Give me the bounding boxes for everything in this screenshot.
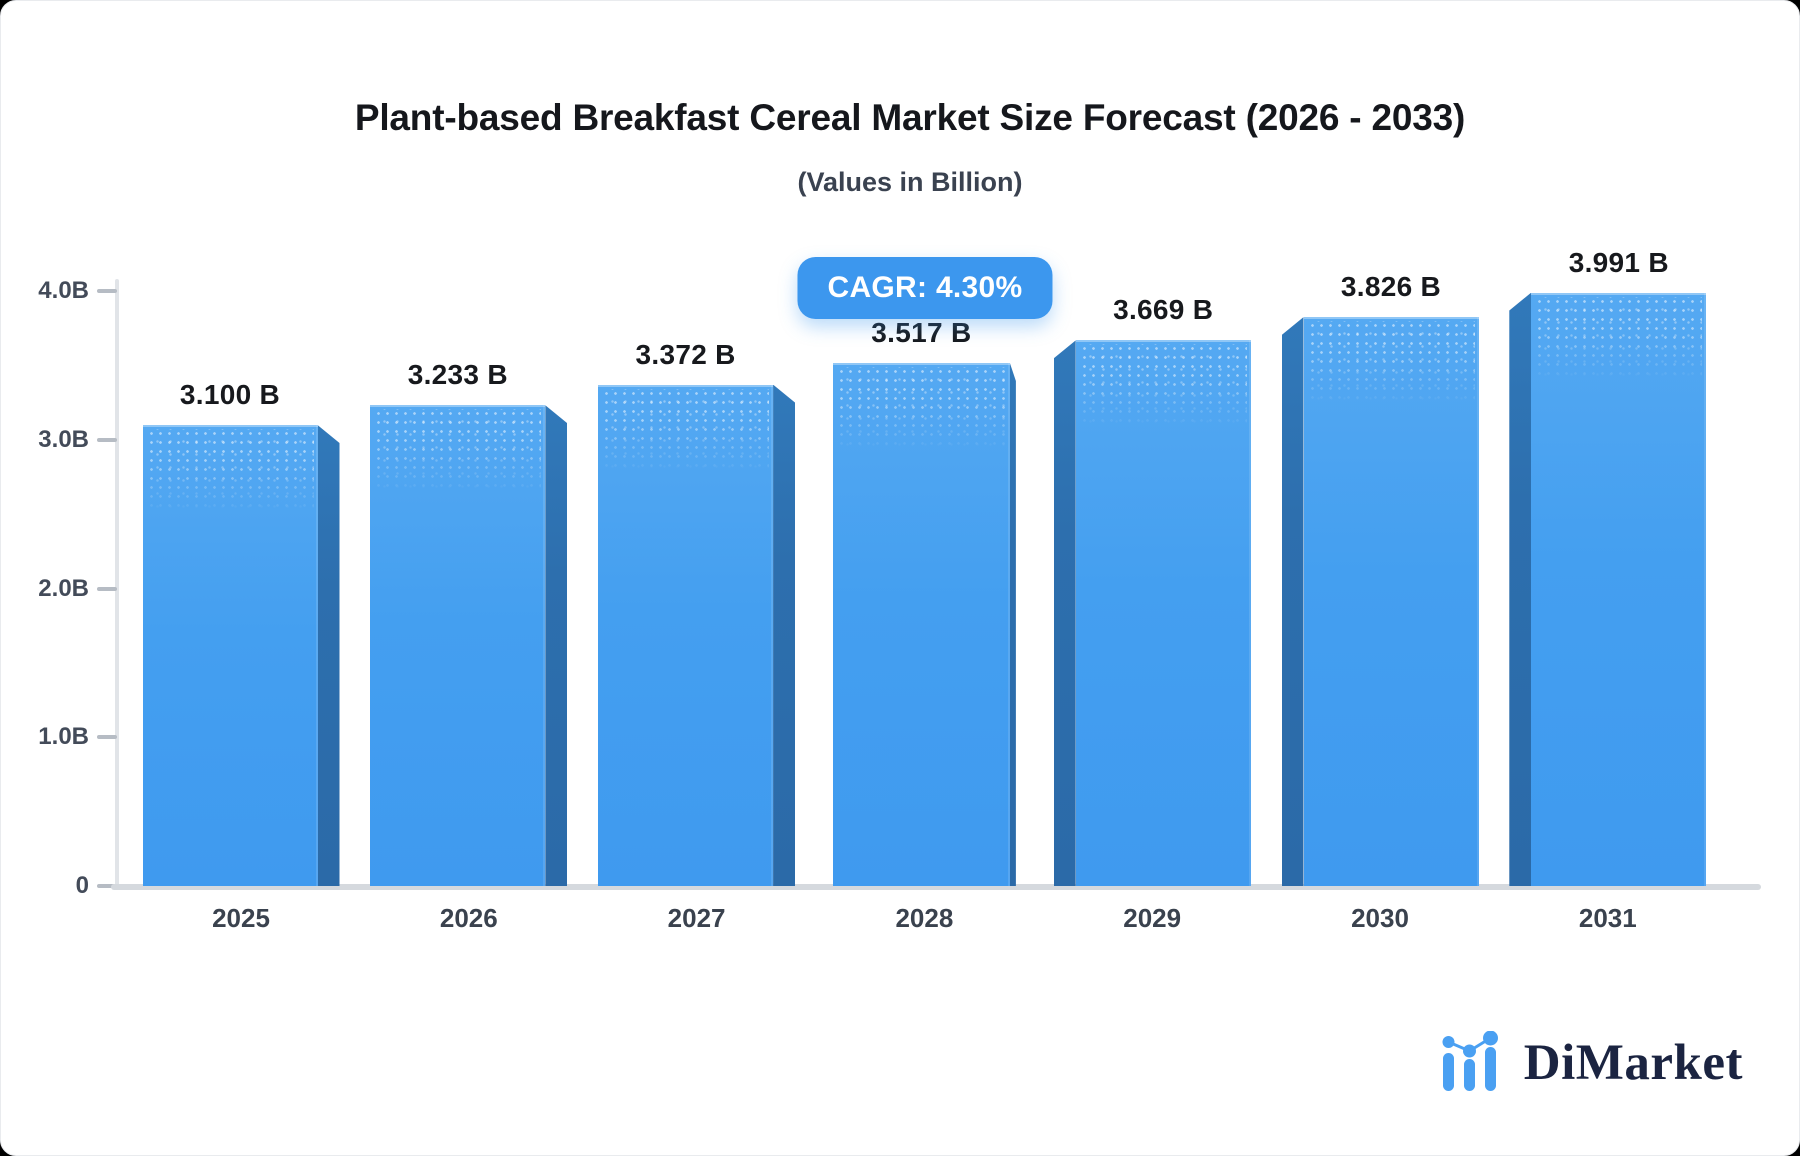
dimarket-logo-icon	[1442, 1031, 1498, 1091]
bar-2030[interactable]	[1303, 317, 1479, 886]
x-axis-label-2029: 2029	[1123, 903, 1182, 933]
y-axis-tick-mark	[97, 289, 117, 294]
bar-2029[interactable]	[1075, 340, 1251, 886]
bar-3d-side-2031	[1509, 292, 1532, 886]
chart-title: Plant-based Breakfast Cereal Market Size…	[354, 97, 1466, 138]
bar-value-label-2030: 3.826 B	[1340, 271, 1442, 303]
bar-3d-side-2026	[545, 405, 568, 886]
bar-2027[interactable]	[598, 384, 774, 886]
x-axis-label-2025: 2025	[212, 903, 270, 933]
bar-2026[interactable]	[370, 405, 546, 886]
bar-texture	[146, 429, 314, 515]
bar-3d-side-2028	[1009, 363, 1016, 886]
cagr-badge: CAGR: 4.30%	[797, 257, 1053, 319]
y-axis-tick-mark	[97, 884, 117, 888]
bar-2025[interactable]	[142, 425, 318, 886]
bar-value-label-2029: 3.669 B	[1113, 294, 1214, 326]
bar-texture	[374, 409, 542, 495]
bar-3d-side-2027	[773, 384, 796, 886]
bar-texture	[1307, 321, 1475, 407]
x-axis-line	[111, 884, 1761, 890]
bar-2028[interactable]	[832, 363, 1010, 886]
bar-2031[interactable]	[1531, 292, 1707, 886]
y-axis-tick-mark	[97, 437, 117, 442]
x-axis-label-2026: 2026	[439, 903, 498, 933]
bar-value-label-2028: 3.517 B	[871, 317, 972, 349]
y-axis-tick-label: 3.0B	[38, 425, 89, 453]
y-axis-tick-mark	[97, 735, 117, 740]
bar-value-label-2031: 3.991 B	[1568, 246, 1669, 278]
y-axis-tick-label: 2.0B	[38, 574, 89, 602]
y-axis-line	[115, 279, 119, 886]
x-axis-label-2028: 2028	[895, 903, 954, 933]
bar-texture	[1079, 344, 1247, 430]
bar-value-label-2026: 3.233 B	[407, 359, 508, 391]
x-axis-label-2031: 2031	[1578, 903, 1637, 933]
bar-value-label-2025: 3.100 B	[179, 379, 281, 411]
bar-3d-side-2025	[317, 425, 340, 886]
x-axis-label-2030: 2030	[1351, 903, 1409, 933]
y-axis-tick-label: 1.0B	[38, 723, 89, 751]
y-axis-tick-label: 0	[75, 872, 89, 899]
bar-3d-side-2030	[1281, 317, 1304, 886]
bar-value-label-2027: 3.372 B	[635, 338, 736, 370]
x-axis-label-2027: 2027	[667, 903, 726, 933]
bar-texture	[1535, 296, 1703, 382]
brand-name: DiMarket	[1523, 1034, 1743, 1091]
bar-texture	[836, 367, 1006, 453]
y-axis-tick-label: 4.0B	[38, 277, 89, 305]
bar-texture	[602, 388, 770, 474]
y-axis-tick-mark	[97, 586, 117, 591]
brand-logo: DiMarket	[1439, 1027, 1743, 1099]
chart-subtitle: (Values in Billion)	[797, 167, 1023, 197]
bar-3d-side-2029	[1053, 340, 1076, 886]
